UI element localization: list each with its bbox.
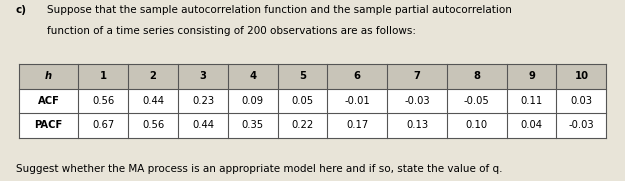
Text: 0.44: 0.44 [142,96,164,106]
Text: 0.17: 0.17 [346,120,368,130]
Text: 0.67: 0.67 [92,120,114,130]
Text: 2: 2 [150,71,157,81]
Text: 0.11: 0.11 [521,96,542,106]
Text: 5: 5 [299,71,306,81]
Text: 0.56: 0.56 [142,120,164,130]
Text: Suggest whether the MA process is an appropriate model here and if so, state the: Suggest whether the MA process is an app… [16,164,502,174]
Text: -0.03: -0.03 [569,120,594,130]
Text: 0.10: 0.10 [466,120,488,130]
Text: 8: 8 [473,71,480,81]
Text: 0.44: 0.44 [192,120,214,130]
Text: h: h [45,71,52,81]
Text: c): c) [16,5,27,15]
Text: function of a time series consisting of 200 observations are as follows:: function of a time series consisting of … [47,26,416,36]
Text: 0.04: 0.04 [521,120,542,130]
Text: 0.09: 0.09 [242,96,264,106]
Text: 0.35: 0.35 [242,120,264,130]
Text: 9: 9 [528,71,535,81]
Text: PACF: PACF [34,120,62,130]
Text: 6: 6 [354,71,361,81]
Text: 0.56: 0.56 [92,96,114,106]
Text: 7: 7 [414,71,421,81]
Text: ACF: ACF [38,96,59,106]
Bar [19,113,606,138]
Text: 0.23: 0.23 [192,96,214,106]
Text: 3: 3 [199,71,206,81]
Text: 0.03: 0.03 [571,96,592,106]
Text: 0.13: 0.13 [406,120,428,130]
Text: -0.05: -0.05 [464,96,489,106]
Bar [19,89,606,113]
Text: 0.22: 0.22 [291,120,314,130]
Text: 0.05: 0.05 [291,96,314,106]
Text: -0.01: -0.01 [344,96,370,106]
Bar [19,64,606,89]
Text: -0.03: -0.03 [404,96,430,106]
Text: 10: 10 [574,71,588,81]
Text: 1: 1 [100,71,107,81]
Text: 4: 4 [249,71,256,81]
Text: Suppose that the sample autocorrelation function and the sample partial autocorr: Suppose that the sample autocorrelation … [47,5,512,15]
